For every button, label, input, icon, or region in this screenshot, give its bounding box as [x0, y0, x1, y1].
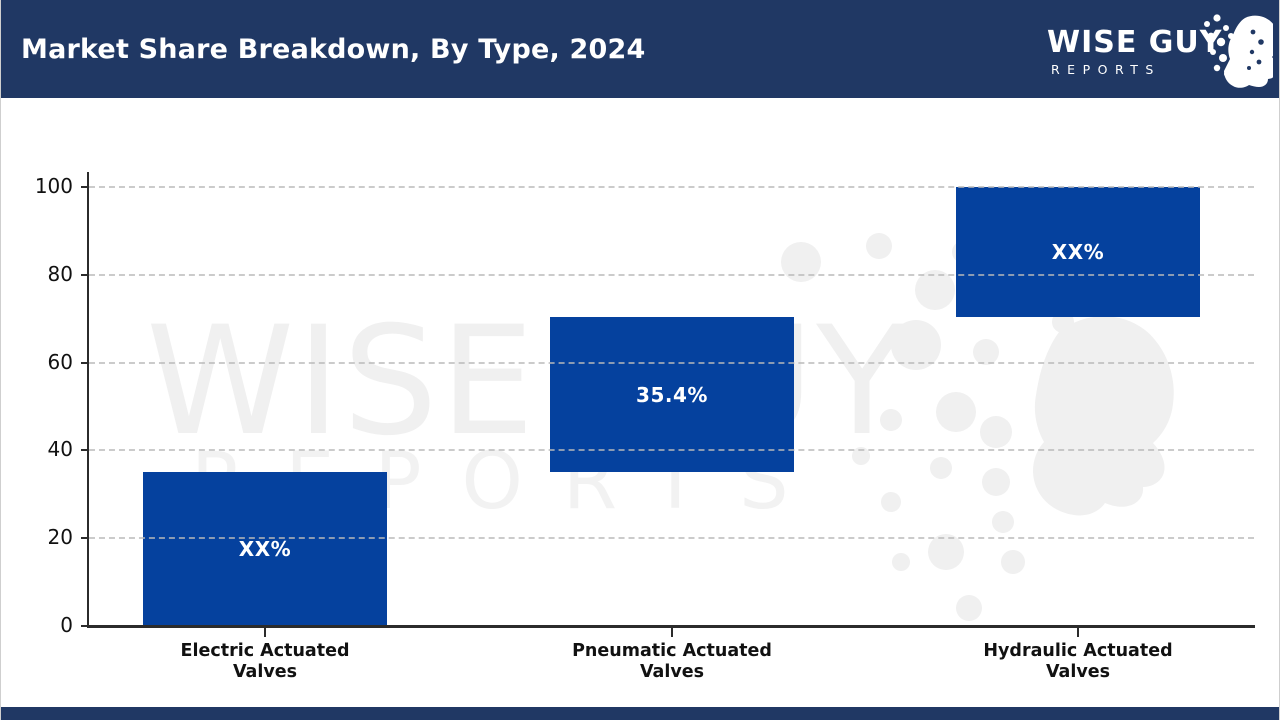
- x-category-label-3: Hydraulic Actuated Valves: [918, 641, 1238, 683]
- x-category-label-line: Pneumatic Actuated: [572, 641, 772, 661]
- x-category-label-line: Valves: [639, 662, 705, 682]
- y-tick-label-40: 40: [47, 437, 73, 462]
- y-tick-20: [81, 537, 89, 540]
- y-tick-40: [81, 449, 89, 452]
- brand-sub-text: REPORTS: [1051, 62, 1161, 77]
- x-tick-1: [264, 628, 266, 637]
- header-band: Market Share Breakdown, By Type, 2024 WI…: [1, 0, 1279, 98]
- bar-value-label-3: XX%: [1051, 239, 1105, 264]
- y-tick-label-20: 20: [47, 525, 73, 550]
- x-category-label-line: Valves: [232, 662, 298, 682]
- brand-face-icon: [1204, 14, 1273, 88]
- brand-wordmark: WISE GUY REPORTS: [1047, 25, 1223, 77]
- gridline-y-60: [89, 361, 1254, 364]
- gridline-y-80: [89, 273, 1254, 276]
- brand-face-dots: [1247, 29, 1264, 70]
- x-category-label-1: Electric Actuated Valves: [105, 641, 425, 683]
- bar-2: 35.4%: [550, 316, 794, 473]
- x-category-label-line: Hydraulic Actuated: [983, 641, 1173, 661]
- y-tick-label-100: 100: [34, 174, 73, 198]
- y-axis-spine: [87, 172, 89, 628]
- y-tick-label-80: 80: [47, 261, 73, 286]
- y-tick-label-60: 60: [47, 349, 73, 374]
- gridline-y-20: [89, 537, 1254, 540]
- footer-band: [1, 707, 1279, 720]
- wiseguy-reports-logo: WISE GUY REPORTS: [1047, 14, 1273, 88]
- x-category-label-2: Pneumatic Actuated Valves: [512, 641, 832, 683]
- bar-value-label-1: XX%: [238, 537, 292, 562]
- y-tick-80: [81, 273, 89, 276]
- bar-value-label-2: 35.4%: [636, 382, 708, 407]
- x-tick-2: [671, 628, 673, 637]
- gridline-y-40: [89, 449, 1254, 452]
- x-category-label-line: Valves: [1045, 662, 1111, 682]
- x-category-label-line: Electric Actuated: [180, 641, 350, 661]
- y-tick-60: [81, 361, 89, 364]
- x-tick-3: [1077, 628, 1079, 637]
- page-title: Market Share Breakdown, By Type, 2024: [21, 33, 646, 65]
- y-tick-100: [81, 186, 89, 188]
- brand-name-text: WISE GUY: [1047, 25, 1223, 60]
- x-axis-spine: [87, 625, 1255, 628]
- bar-1: XX%: [143, 472, 387, 626]
- y-tick-0: [81, 625, 89, 627]
- y-tick-label-0: 0: [60, 613, 73, 637]
- gridline-y-100: [89, 186, 1254, 188]
- bar-3: XX%: [956, 187, 1200, 317]
